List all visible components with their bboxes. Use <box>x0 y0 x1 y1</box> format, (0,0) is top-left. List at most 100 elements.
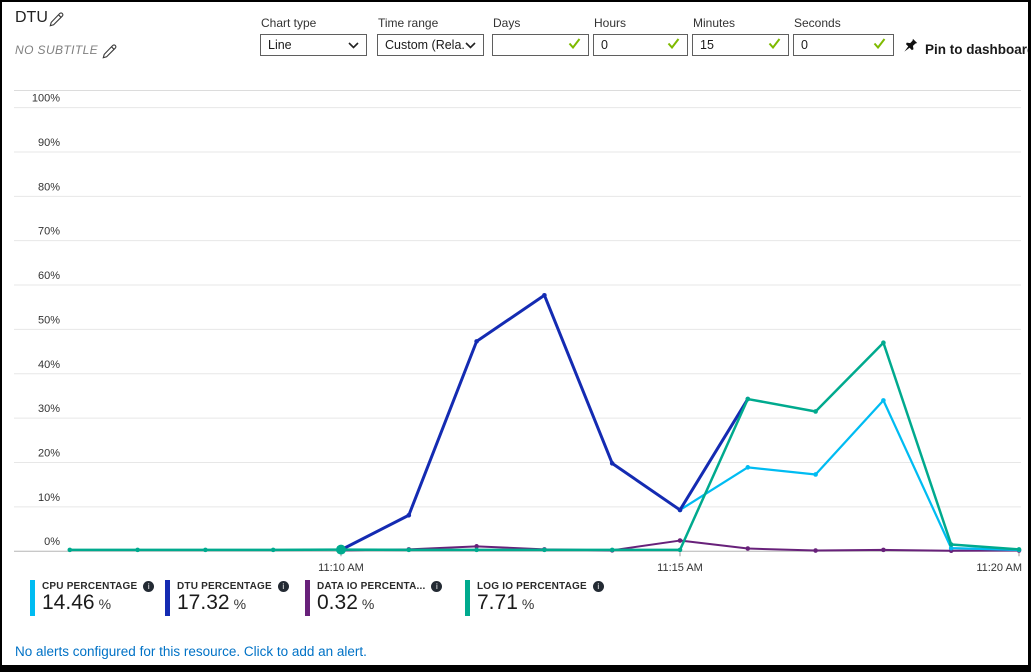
info-icon[interactable]: i <box>431 581 443 592</box>
valid-check-icon <box>667 36 680 54</box>
page-subtitle: NO SUBTITLE <box>15 43 99 57</box>
edit-title-icon[interactable] <box>48 11 65 33</box>
valid-check-icon <box>568 36 581 54</box>
days-label: Days <box>493 16 521 30</box>
data-point <box>881 398 886 403</box>
data-point <box>67 547 73 553</box>
data-point <box>609 461 615 466</box>
info-icon[interactable]: i <box>143 581 155 592</box>
seconds-field <box>793 34 894 56</box>
data-point <box>474 544 479 549</box>
valid-check-icon <box>768 36 781 54</box>
data-point <box>542 547 547 553</box>
data-point <box>135 547 140 553</box>
chart-type-label: Chart type <box>261 16 317 30</box>
legend-label: DATA IO PERCENTA... i <box>317 581 443 592</box>
minutes-input[interactable] <box>700 38 768 52</box>
minutes-label: Minutes <box>693 16 736 30</box>
chevron-down-icon <box>465 36 476 54</box>
page-title: DTU <box>15 9 48 26</box>
legend-color-bar <box>305 580 310 616</box>
legend-item-log-io-percentage[interactable]: LOG IO PERCENTAGE i 7.71% <box>465 580 604 616</box>
metrics-chart[interactable]: 0% 10% 20% 30% 40% 50% 60% 70% 80% 90% 100% 11:10 A… <box>2 88 1031 578</box>
legend-value: 14.46% <box>42 591 112 614</box>
y-tick-label: 70% <box>38 226 60 238</box>
time-range-value: Custom (Rela... <box>385 38 465 52</box>
series-line-cpu-percentage <box>679 399 1020 551</box>
data-point <box>677 507 683 513</box>
data-point <box>745 396 751 402</box>
y-tick-label: 40% <box>38 359 60 371</box>
data-point <box>948 545 954 551</box>
data-point <box>948 542 954 547</box>
chevron-down-icon <box>348 36 359 54</box>
legend-value: 17.32% <box>177 591 247 614</box>
y-tick-label: 10% <box>38 492 60 504</box>
data-point <box>406 512 412 518</box>
data-point <box>745 465 751 470</box>
data-point <box>474 339 479 344</box>
info-icon[interactable]: i <box>592 581 604 592</box>
days-field <box>492 34 589 56</box>
data-point <box>406 547 412 553</box>
time-range-select[interactable]: Custom (Rela... <box>377 34 484 56</box>
data-point <box>677 547 683 553</box>
legend-item-cpu-percentage[interactable]: CPU PERCENTAGE i 14.46% <box>30 580 155 616</box>
data-point <box>677 538 683 543</box>
y-tick-label: 80% <box>38 181 60 193</box>
legend-color-bar <box>465 580 470 616</box>
data-point <box>813 409 818 414</box>
data-point <box>542 292 547 298</box>
series-line-dtu-percentage <box>340 293 750 552</box>
y-tick-label: 0% <box>44 536 60 548</box>
data-point <box>203 547 208 553</box>
x-tick-label: 11:20 AM <box>976 562 1022 574</box>
y-tick-label: 90% <box>38 137 60 149</box>
y-tick-label: 60% <box>38 270 60 282</box>
y-tick-label: 30% <box>38 403 60 415</box>
chart-type-value: Line <box>268 38 292 52</box>
valid-check-icon <box>873 36 886 54</box>
y-tick-label: 50% <box>38 314 60 326</box>
data-point <box>813 548 818 553</box>
days-input[interactable] <box>500 38 568 52</box>
hours-field <box>593 34 688 56</box>
data-point <box>1016 547 1022 552</box>
legend-label: LOG IO PERCENTAGE i <box>477 581 604 592</box>
data-point <box>813 472 818 477</box>
hours-label: Hours <box>594 16 627 30</box>
seconds-input[interactable] <box>801 38 873 52</box>
legend-value: 7.71% <box>477 591 535 614</box>
legend-label: CPU PERCENTAGE i <box>42 581 155 592</box>
data-point <box>881 340 886 346</box>
pin-to-dashboard-button[interactable]: Pin to dashboard <box>901 38 1031 60</box>
legend-color-bar <box>165 580 170 616</box>
y-tick-label: 20% <box>38 447 60 459</box>
legend-item-data-io-percenta-[interactable]: DATA IO PERCENTA... i 0.32% <box>305 580 443 616</box>
chart-legend: CPU PERCENTAGE i 14.46% DTU PERCENTAGE i 17.3… <box>2 578 1028 618</box>
pin-to-dashboard-label: Pin to dashboard <box>925 41 1031 57</box>
data-point <box>270 547 276 553</box>
time-range-label: Time range <box>378 16 439 30</box>
minutes-field <box>692 34 789 56</box>
legend-item-dtu-percentage[interactable]: DTU PERCENTAGE i 17.32% <box>165 580 289 616</box>
data-point <box>609 547 615 553</box>
seconds-label: Seconds <box>794 16 841 30</box>
pushpin-icon <box>901 38 918 60</box>
legend-color-bar <box>30 580 35 616</box>
legend-label: DTU PERCENTAGE i <box>177 581 289 592</box>
chart-type-select[interactable]: Line <box>260 34 367 56</box>
add-alert-link[interactable]: No alerts configured for this resource. … <box>15 644 367 659</box>
data-point <box>881 547 886 553</box>
edit-subtitle-icon[interactable] <box>101 43 118 65</box>
legend-value: 0.32% <box>317 591 375 614</box>
hours-input[interactable] <box>601 38 667 52</box>
x-tick-label: 11:15 AM <box>657 562 703 574</box>
data-point <box>336 544 346 555</box>
data-point <box>745 546 751 551</box>
x-tick-label: 11:10 AM <box>318 562 364 574</box>
data-point <box>474 547 479 553</box>
info-icon[interactable]: i <box>277 581 289 592</box>
y-tick-label: 100% <box>32 93 60 105</box>
